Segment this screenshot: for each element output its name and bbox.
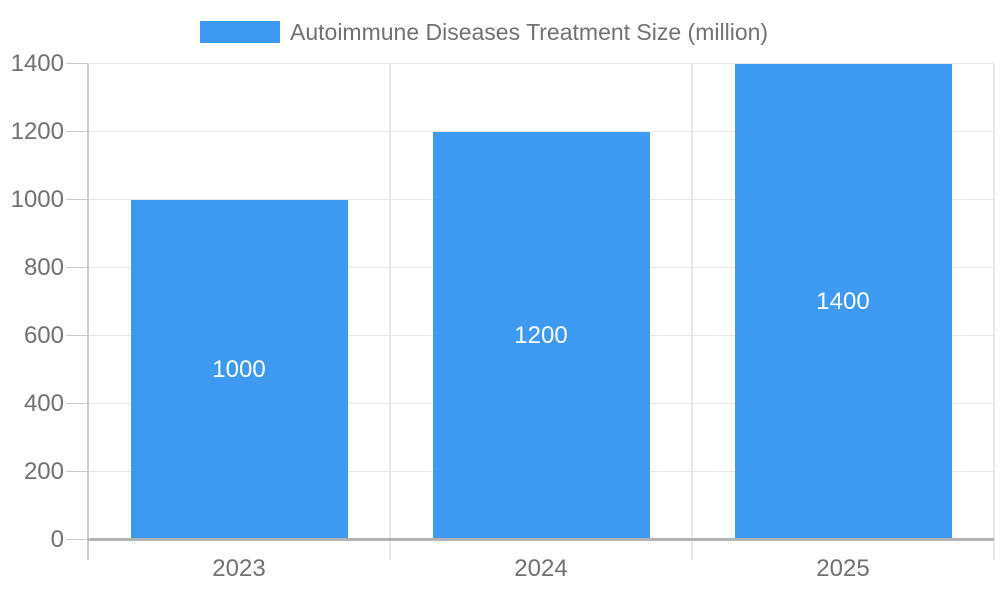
- y-axis-label: 1200: [10, 117, 64, 145]
- x-axis-label: 2024: [514, 555, 568, 582]
- x-axis-tick: [993, 539, 995, 560]
- grid-line-horizontal: [88, 62, 994, 65]
- y-axis-tick: [66, 198, 88, 201]
- y-axis-label: 1400: [10, 49, 64, 77]
- bar-value-label: 1400: [816, 287, 870, 315]
- grid-line-vertical: [691, 63, 693, 540]
- bar-value-label: 1200: [514, 321, 568, 349]
- y-axis-tick: [66, 130, 88, 133]
- y-axis-label: 600: [23, 321, 64, 349]
- bar-2024: [432, 131, 650, 540]
- y-axis-tick: [66, 62, 88, 65]
- grid-line-vertical: [993, 63, 995, 540]
- y-axis-label: 1000: [10, 185, 64, 213]
- y-axis-tick: [66, 334, 88, 337]
- x-axis-tick: [389, 539, 391, 560]
- y-axis-label: 400: [23, 389, 64, 417]
- y-axis-tick: [66, 266, 88, 269]
- x-axis-baseline: [88, 538, 994, 541]
- y-axis-label: 200: [23, 457, 64, 485]
- y-axis-line: [87, 63, 89, 560]
- grid-line-vertical: [389, 63, 391, 540]
- y-axis-label: 0: [50, 525, 64, 553]
- x-axis-tick: [691, 539, 693, 560]
- bar-value-label: 1000: [212, 355, 266, 383]
- y-axis-tick: [66, 538, 88, 541]
- x-axis-label: 2025: [816, 555, 870, 582]
- y-axis-tick: [66, 402, 88, 405]
- bar-2023: [130, 199, 348, 540]
- bar-2025: [734, 63, 952, 540]
- y-axis-tick: [66, 470, 88, 473]
- legend-label: Autoimmune Diseases Treatment Size (mill…: [290, 19, 769, 45]
- y-axis-label: 800: [23, 253, 64, 281]
- legend-swatch: [200, 21, 280, 43]
- x-axis-label: 2023: [212, 555, 266, 582]
